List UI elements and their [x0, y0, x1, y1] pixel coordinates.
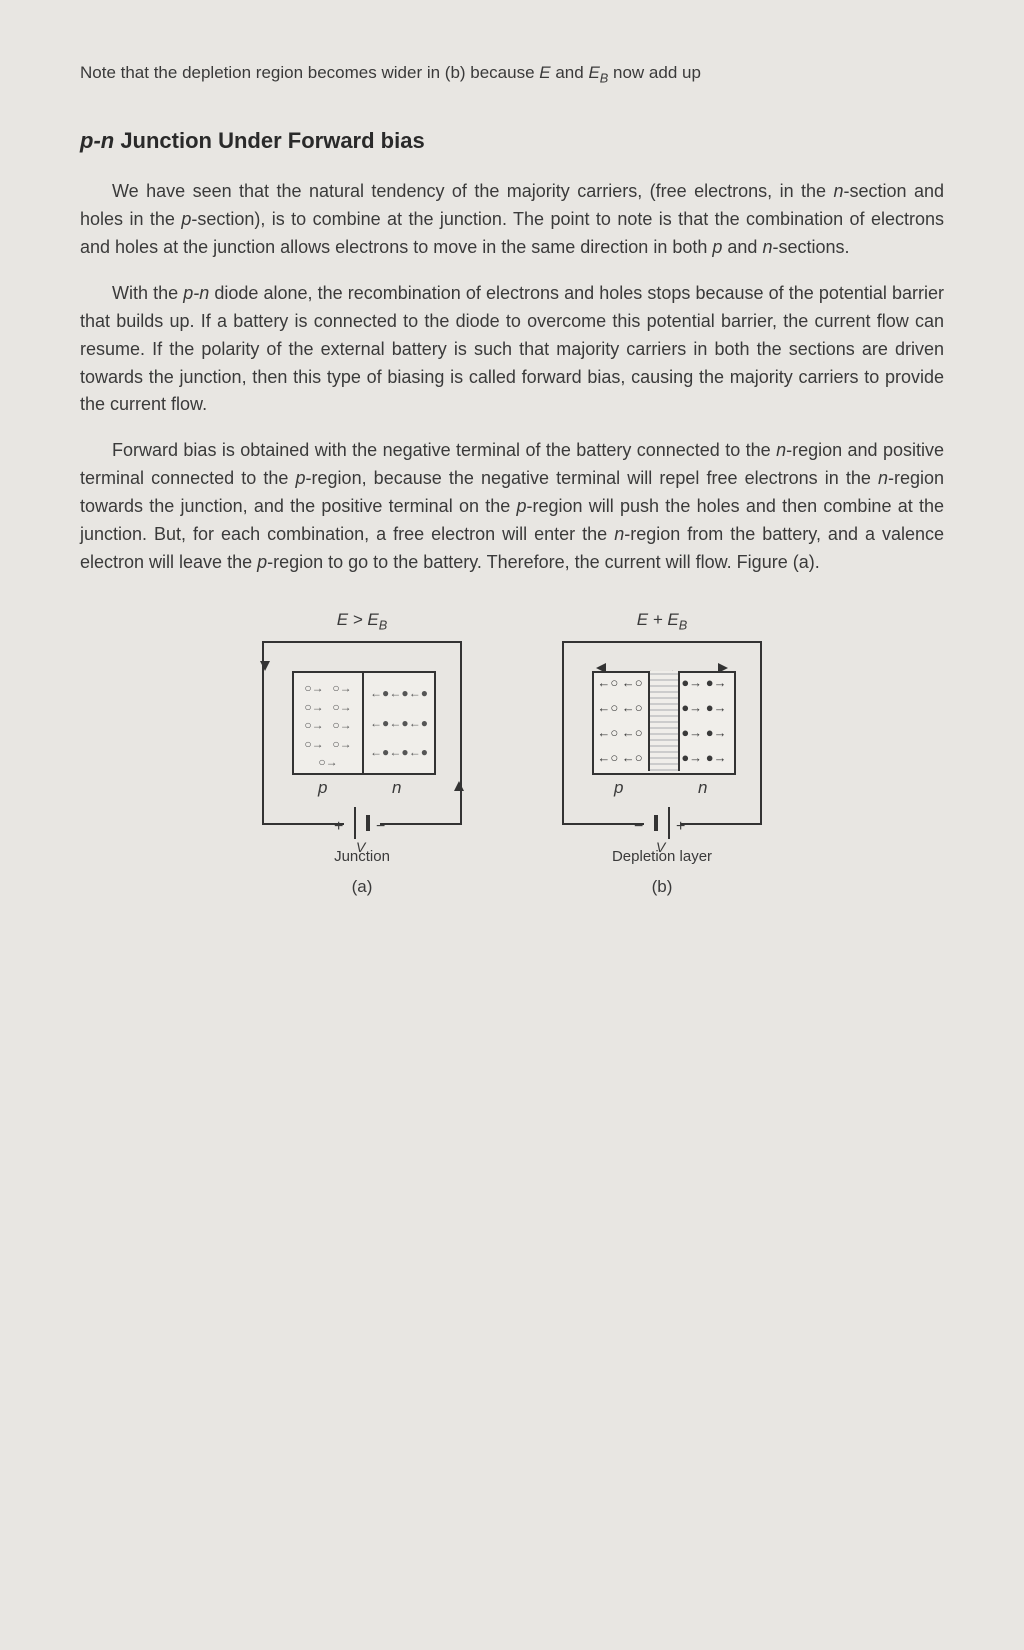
- battery-icon: − + V: [644, 807, 684, 839]
- plus-sign: +: [334, 815, 343, 840]
- figure-b: E + EB ← → ←○ ←○←○ ←○←○ ←○←○ ←○ ●→ ●→●→ …: [552, 607, 772, 901]
- figure-b-diagram: ← → ←○ ←○←○ ←○←○ ←○←○ ←○ ●→ ●→●→ ●→●→ ●→…: [552, 641, 772, 841]
- figure-a: E > EB ○→○→○→ ○→○→○→ ○→○→○→ ←●←●←● ←●←●←…: [252, 607, 472, 901]
- paragraph-2: With the p-n diode alone, the recombinat…: [80, 280, 944, 419]
- figure-a-diagram: ○→○→○→ ○→○→○→ ○→○→○→ ←●←●←● ←●←●←● ←●←●←…: [252, 641, 472, 841]
- battery-icon: + − V: [344, 807, 384, 839]
- n-label: n: [698, 775, 707, 801]
- section-heading: p-n Junction Under Forward bias: [80, 124, 944, 158]
- p-region: ←○ ←○←○ ←○←○ ←○←○ ←○: [592, 671, 648, 771]
- current-arrow-icon: [454, 781, 464, 791]
- plus-sign: +: [676, 815, 685, 840]
- figure-b-caption: (b): [652, 874, 673, 900]
- minus-sign: −: [376, 815, 385, 840]
- p-label: p: [318, 775, 327, 801]
- current-arrow-icon: [260, 661, 270, 671]
- n-region: ●→ ●→●→ ●→●→ ●→●→ ●→: [676, 671, 732, 771]
- pn-junction-box: ○→○→○→ ○→○→○→ ○→○→○→ ←●←●←● ←●←●←● ←●←●←…: [292, 671, 436, 775]
- p-region: ○→○→○→ ○→○→○→ ○→○→○→: [294, 673, 364, 773]
- minus-sign: −: [634, 815, 643, 840]
- note-line: Note that the depletion region becomes w…: [80, 60, 944, 88]
- p-label: p: [614, 775, 623, 801]
- n-label: n: [392, 775, 401, 801]
- v-label: V: [656, 837, 665, 859]
- figure-a-top-label: E > EB: [337, 607, 388, 635]
- v-label: V: [356, 837, 365, 859]
- figure-row: E > EB ○→○→○→ ○→○→○→ ○→○→○→ ←●←●←● ←●←●←…: [80, 607, 944, 901]
- n-region: ←●←●←● ←●←●←● ←●←●←●: [364, 673, 434, 773]
- paragraph-3: Forward bias is obtained with the negati…: [80, 437, 944, 576]
- figure-b-top-label: E + EB: [637, 607, 688, 635]
- paragraph-1: We have seen that the natural tendency o…: [80, 178, 944, 262]
- figure-a-caption: (a): [352, 874, 373, 900]
